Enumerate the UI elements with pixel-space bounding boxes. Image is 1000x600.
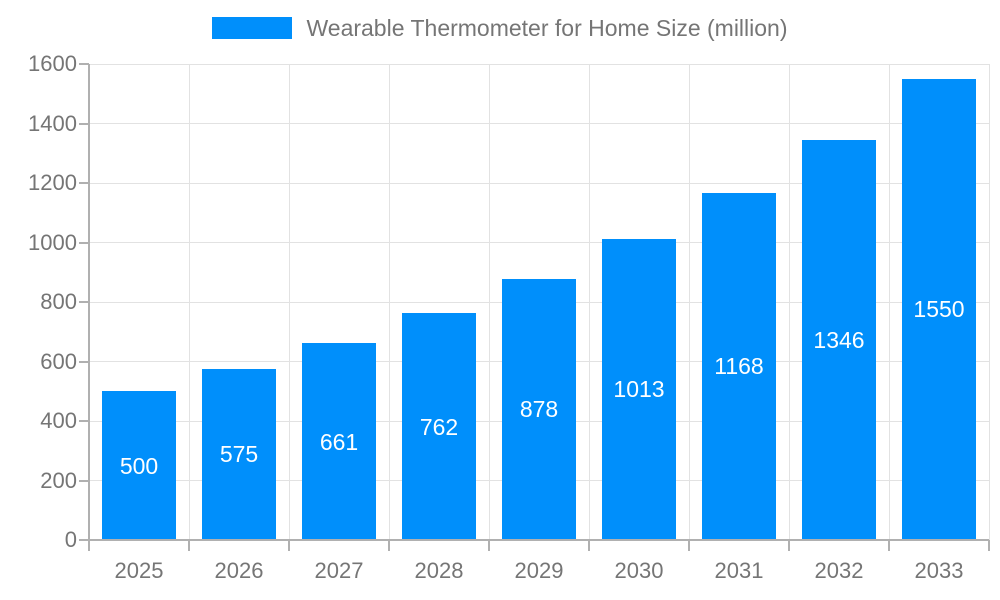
x-axis-category-label: 2032 (814, 558, 864, 583)
y-axis-tick-label: 0 (64, 527, 77, 552)
bar-2033 (902, 78, 976, 540)
x-gridline (988, 64, 990, 540)
y-axis-tick (79, 479, 89, 482)
bar-value-label: 1346 (813, 326, 865, 353)
bar-2026 (202, 368, 276, 540)
y-axis-tick (79, 420, 89, 422)
bar-value-label: 1013 (613, 376, 665, 403)
x-gridline (388, 64, 390, 540)
plot-area: 500 575 661 762 878 1013 1168 1346 1550 (89, 63, 990, 540)
x-axis-tick (788, 540, 790, 551)
x-axis-category-label: 2030 (614, 558, 664, 583)
x-axis-line (88, 539, 989, 541)
y-axis-tick-label: 1400 (28, 110, 77, 136)
x-gridline (888, 64, 890, 540)
y-axis-tick-label: 1600 (28, 51, 77, 76)
bar-2025 (102, 391, 176, 540)
x-gridline (588, 64, 590, 540)
bar-2028 (402, 313, 476, 540)
y-gridline (89, 242, 989, 243)
y-axis-tick (79, 360, 89, 363)
chart-legend[interactable]: Wearable Thermometer for Home Size (mill… (0, 14, 1000, 42)
bar-value-label: 762 (419, 413, 459, 440)
x-axis-tick (288, 540, 290, 551)
y-axis-tick (79, 182, 89, 184)
legend-series-label: Wearable Thermometer for Home Size (mill… (306, 15, 788, 41)
bar-2027 (302, 343, 376, 540)
y-axis-tick-label: 200 (40, 467, 77, 493)
bar-2031 (702, 192, 776, 540)
x-axis-category-label: 2033 (914, 558, 964, 583)
x-gridline (788, 64, 790, 540)
x-axis-category-label: 2029 (514, 558, 564, 583)
bar-2032 (802, 139, 876, 540)
y-axis-tick (79, 301, 89, 303)
bar-value-label: 878 (519, 396, 559, 423)
bar-value-label: 575 (219, 441, 259, 468)
bar-2030 (602, 238, 676, 540)
x-axis-tick (88, 540, 90, 551)
x-axis-tick (688, 540, 690, 551)
y-axis-tick-label: 600 (40, 348, 77, 374)
y-axis-tick (79, 122, 89, 125)
x-gridline (188, 64, 190, 540)
y-axis-tick (79, 539, 89, 541)
y-axis-tick-label: 800 (40, 289, 77, 314)
x-axis-category-label: 2025 (114, 558, 164, 583)
bar-value-label: 1168 (714, 353, 764, 380)
x-axis-tick (188, 540, 190, 551)
y-gridline (89, 63, 989, 65)
x-axis-tick (388, 540, 390, 551)
x-axis-category-label: 2026 (214, 558, 264, 583)
y-axis-tick-label: 1000 (28, 229, 77, 255)
y-axis-tick (79, 63, 89, 65)
bar-value-label: 661 (319, 428, 359, 455)
bar-value-label: 1550 (913, 296, 965, 323)
y-axis-tick-label: 400 (40, 408, 77, 433)
x-axis-tick (988, 540, 990, 551)
bar-value-label: 500 (119, 452, 159, 479)
x-gridline (688, 64, 690, 540)
y-axis-tick (79, 241, 89, 244)
x-axis-category-label: 2028 (414, 558, 464, 583)
x-axis-tick (588, 540, 590, 551)
legend-swatch (212, 17, 293, 39)
x-gridline (288, 64, 290, 540)
x-axis-tick (488, 540, 490, 551)
y-gridline (89, 182, 989, 184)
y-gridline (89, 123, 989, 124)
x-gridline (488, 64, 490, 540)
y-axis-tick-label: 1200 (28, 170, 77, 195)
x-axis-category-label: 2027 (314, 558, 364, 583)
x-axis-category-label: 2031 (714, 558, 764, 583)
y-axis-line (88, 64, 90, 540)
x-axis-tick (888, 540, 890, 551)
bar-2029 (502, 278, 576, 540)
